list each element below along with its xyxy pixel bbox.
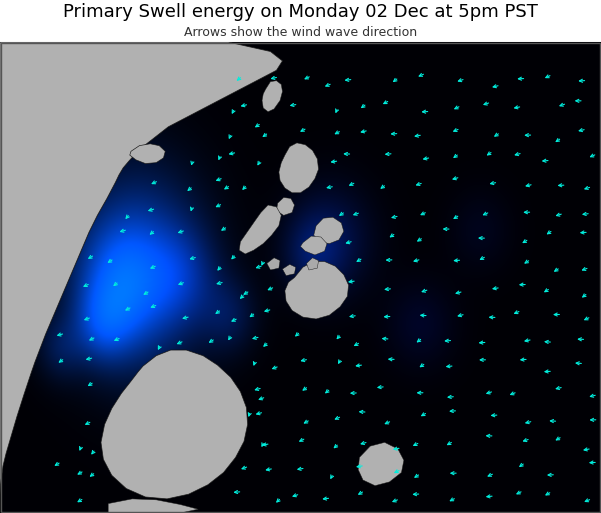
Polygon shape [267, 258, 280, 270]
Polygon shape [282, 264, 296, 275]
Polygon shape [108, 499, 198, 513]
Polygon shape [276, 198, 294, 215]
Polygon shape [262, 81, 282, 112]
Polygon shape [314, 217, 344, 244]
Text: Primary Swell energy on Monday 02 Dec at 5pm PST: Primary Swell energy on Monday 02 Dec at… [63, 3, 538, 21]
Polygon shape [101, 350, 248, 499]
Polygon shape [262, 81, 282, 112]
Polygon shape [108, 499, 198, 513]
Polygon shape [358, 442, 404, 486]
Polygon shape [0, 42, 282, 513]
Polygon shape [239, 205, 281, 254]
Polygon shape [239, 205, 281, 254]
Polygon shape [307, 258, 319, 270]
Polygon shape [285, 262, 349, 319]
Polygon shape [0, 42, 282, 513]
Polygon shape [279, 143, 319, 193]
Polygon shape [130, 144, 165, 164]
Polygon shape [276, 198, 294, 215]
Polygon shape [101, 350, 248, 499]
Polygon shape [285, 262, 349, 319]
Polygon shape [358, 442, 404, 486]
Polygon shape [300, 236, 327, 255]
Text: Arrows show the wind wave direction: Arrows show the wind wave direction [184, 26, 417, 40]
Polygon shape [130, 144, 165, 164]
Polygon shape [314, 217, 344, 244]
Polygon shape [279, 143, 319, 193]
Polygon shape [300, 236, 327, 255]
